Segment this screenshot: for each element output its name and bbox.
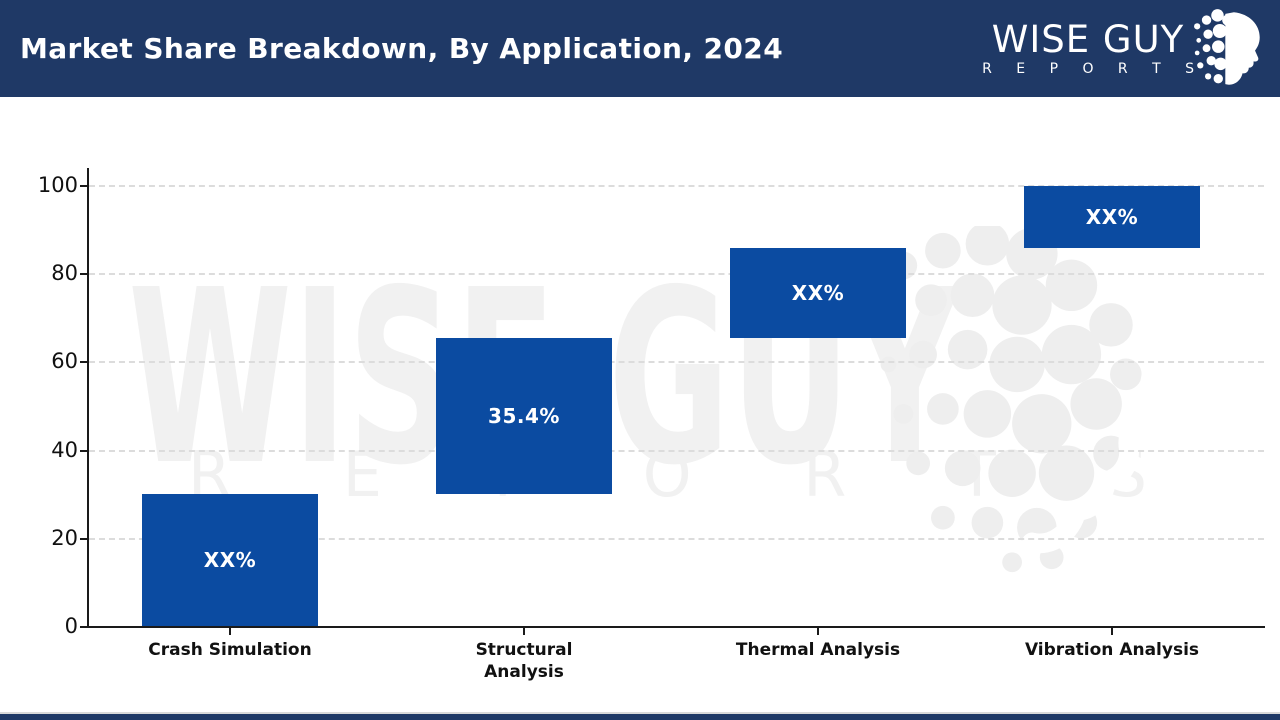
gridline-80 bbox=[89, 273, 1264, 276]
y-tick-mark bbox=[80, 626, 88, 628]
y-axis-line bbox=[87, 168, 89, 628]
bar-structural-analysis: 35.4% bbox=[436, 337, 612, 494]
y-tick-mark bbox=[80, 361, 88, 364]
category-label: Crash Simulation bbox=[148, 640, 312, 660]
x-tick-mark bbox=[817, 628, 819, 635]
category-label: Thermal Analysis bbox=[735, 640, 901, 660]
logo-text: WISE GUY R E P O R T S bbox=[972, 18, 1204, 77]
wise-guy-logo: WISE GUY R E P O R T S bbox=[972, 6, 1270, 92]
category-label: Vibration Analysis bbox=[1024, 640, 1200, 660]
y-tick-mark bbox=[80, 537, 88, 540]
gridline-40 bbox=[89, 449, 1264, 452]
y-tick-label: 0 bbox=[64, 614, 78, 638]
watermark-head-dots bbox=[880, 226, 1163, 573]
logo-wordmark: WISE GUY bbox=[991, 18, 1185, 62]
y-tick-label: 40 bbox=[51, 437, 78, 462]
y-tick-label: 20 bbox=[51, 525, 78, 550]
gridline-20 bbox=[89, 537, 1264, 540]
x-tick-mark bbox=[229, 628, 231, 635]
y-tick-label: 80 bbox=[51, 261, 78, 286]
bar-thermal-analysis: XX% bbox=[730, 248, 906, 338]
footer-bar bbox=[0, 714, 1280, 720]
x-axis-line bbox=[86, 626, 1265, 628]
y-tick-mark bbox=[80, 449, 88, 452]
bar-value-label: XX% bbox=[1085, 205, 1139, 230]
bar-crash-simulation: XX% bbox=[142, 493, 318, 627]
logo-subtitle: R E P O R T S bbox=[982, 60, 1204, 77]
x-tick-mark bbox=[1111, 628, 1113, 635]
y-tick-label: 100 bbox=[37, 173, 78, 197]
category-label: Structural Analysis bbox=[475, 640, 573, 683]
y-tick-mark bbox=[80, 273, 88, 276]
page-title: Market Share Breakdown, By Application, … bbox=[20, 32, 784, 65]
bar-value-label: XX% bbox=[203, 548, 257, 573]
waterfall-chart: 0 20 40 60 80 100 XX% 35.4% XX% XX% Crash Simulati… bbox=[0, 97, 1280, 714]
gridline-100 bbox=[89, 185, 1264, 187]
header-bar: Market Share Breakdown, By Application, … bbox=[0, 0, 1280, 97]
bar-value-label: XX% bbox=[791, 280, 845, 305]
x-tick-mark bbox=[523, 628, 525, 635]
gridline-60 bbox=[89, 361, 1264, 364]
bar-vibration-analysis: XX% bbox=[1024, 186, 1200, 249]
y-tick-label: 60 bbox=[51, 349, 78, 374]
bar-value-label: 35.4% bbox=[488, 403, 560, 428]
logo-head-dots-icon bbox=[1194, 9, 1260, 85]
y-tick-mark bbox=[80, 185, 88, 187]
footer-hairline bbox=[0, 712, 1280, 714]
